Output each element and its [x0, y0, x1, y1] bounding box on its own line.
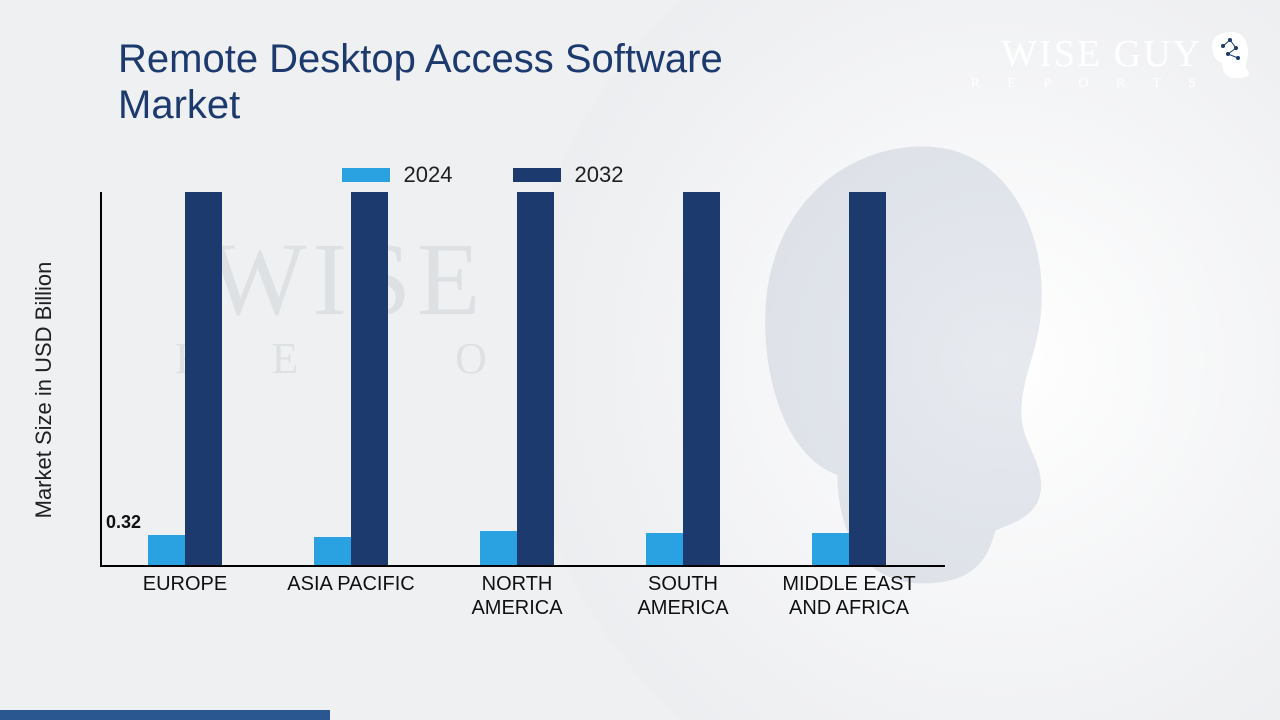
bottom-accent-bar [0, 710, 330, 720]
brand-name: WISE GUY [1001, 32, 1202, 76]
plot: 0.32 [100, 192, 945, 567]
legend-label-2032: 2032 [575, 162, 624, 188]
x-axis-category-label: ASIA PACIFIC [276, 572, 426, 596]
bar-2032 [517, 192, 554, 565]
y-axis-line [100, 192, 102, 567]
bar-group [148, 192, 222, 565]
bar-2032 [185, 192, 222, 565]
brand-head-icon [1208, 30, 1250, 78]
x-axis-category-label: NORTH AMERICA [442, 572, 592, 620]
legend: 2024 2032 [0, 162, 965, 188]
bar-2032 [351, 192, 388, 565]
bar-group [314, 192, 388, 565]
x-axis-line [100, 565, 945, 567]
y-axis-label: Market Size in USD Billion [31, 262, 57, 519]
bar-group [480, 192, 554, 565]
x-axis-category-label: MIDDLE EAST AND AFRICA [774, 572, 924, 620]
legend-label-2024: 2024 [404, 162, 453, 188]
x-axis-category-label: SOUTH AMERICA [608, 572, 758, 620]
bar-group [646, 192, 720, 565]
legend-swatch-2024 [342, 168, 390, 182]
bar-2024 [812, 533, 849, 565]
x-axis-labels: EUROPE ASIA PACIFIC NORTH AMERICA SOUTH AME… [100, 572, 945, 692]
bar-2024 [148, 535, 185, 565]
legend-swatch-2032 [513, 168, 561, 182]
bar-2032 [683, 192, 720, 565]
stage: WISE GUY R E P O R T S WISE GUY R E P O … [0, 0, 1280, 720]
bar-group [812, 192, 886, 565]
brand-sub: R E P O R T S [971, 76, 1250, 92]
bar-2024 [646, 533, 683, 565]
bar-value-label: 0.32 [106, 512, 141, 533]
chart-title: Remote Desktop Access Software Market [118, 36, 848, 128]
legend-item-2032: 2032 [513, 162, 624, 188]
brand-logo: WISE GUY R E P O R T S [971, 30, 1250, 92]
bar-2032 [849, 192, 886, 565]
x-axis-category-label: EUROPE [110, 572, 260, 596]
chart-area: Remote Desktop Access Software Market 20… [0, 0, 965, 720]
bar-2024 [480, 531, 517, 565]
legend-item-2024: 2024 [342, 162, 453, 188]
bar-2024 [314, 537, 351, 565]
